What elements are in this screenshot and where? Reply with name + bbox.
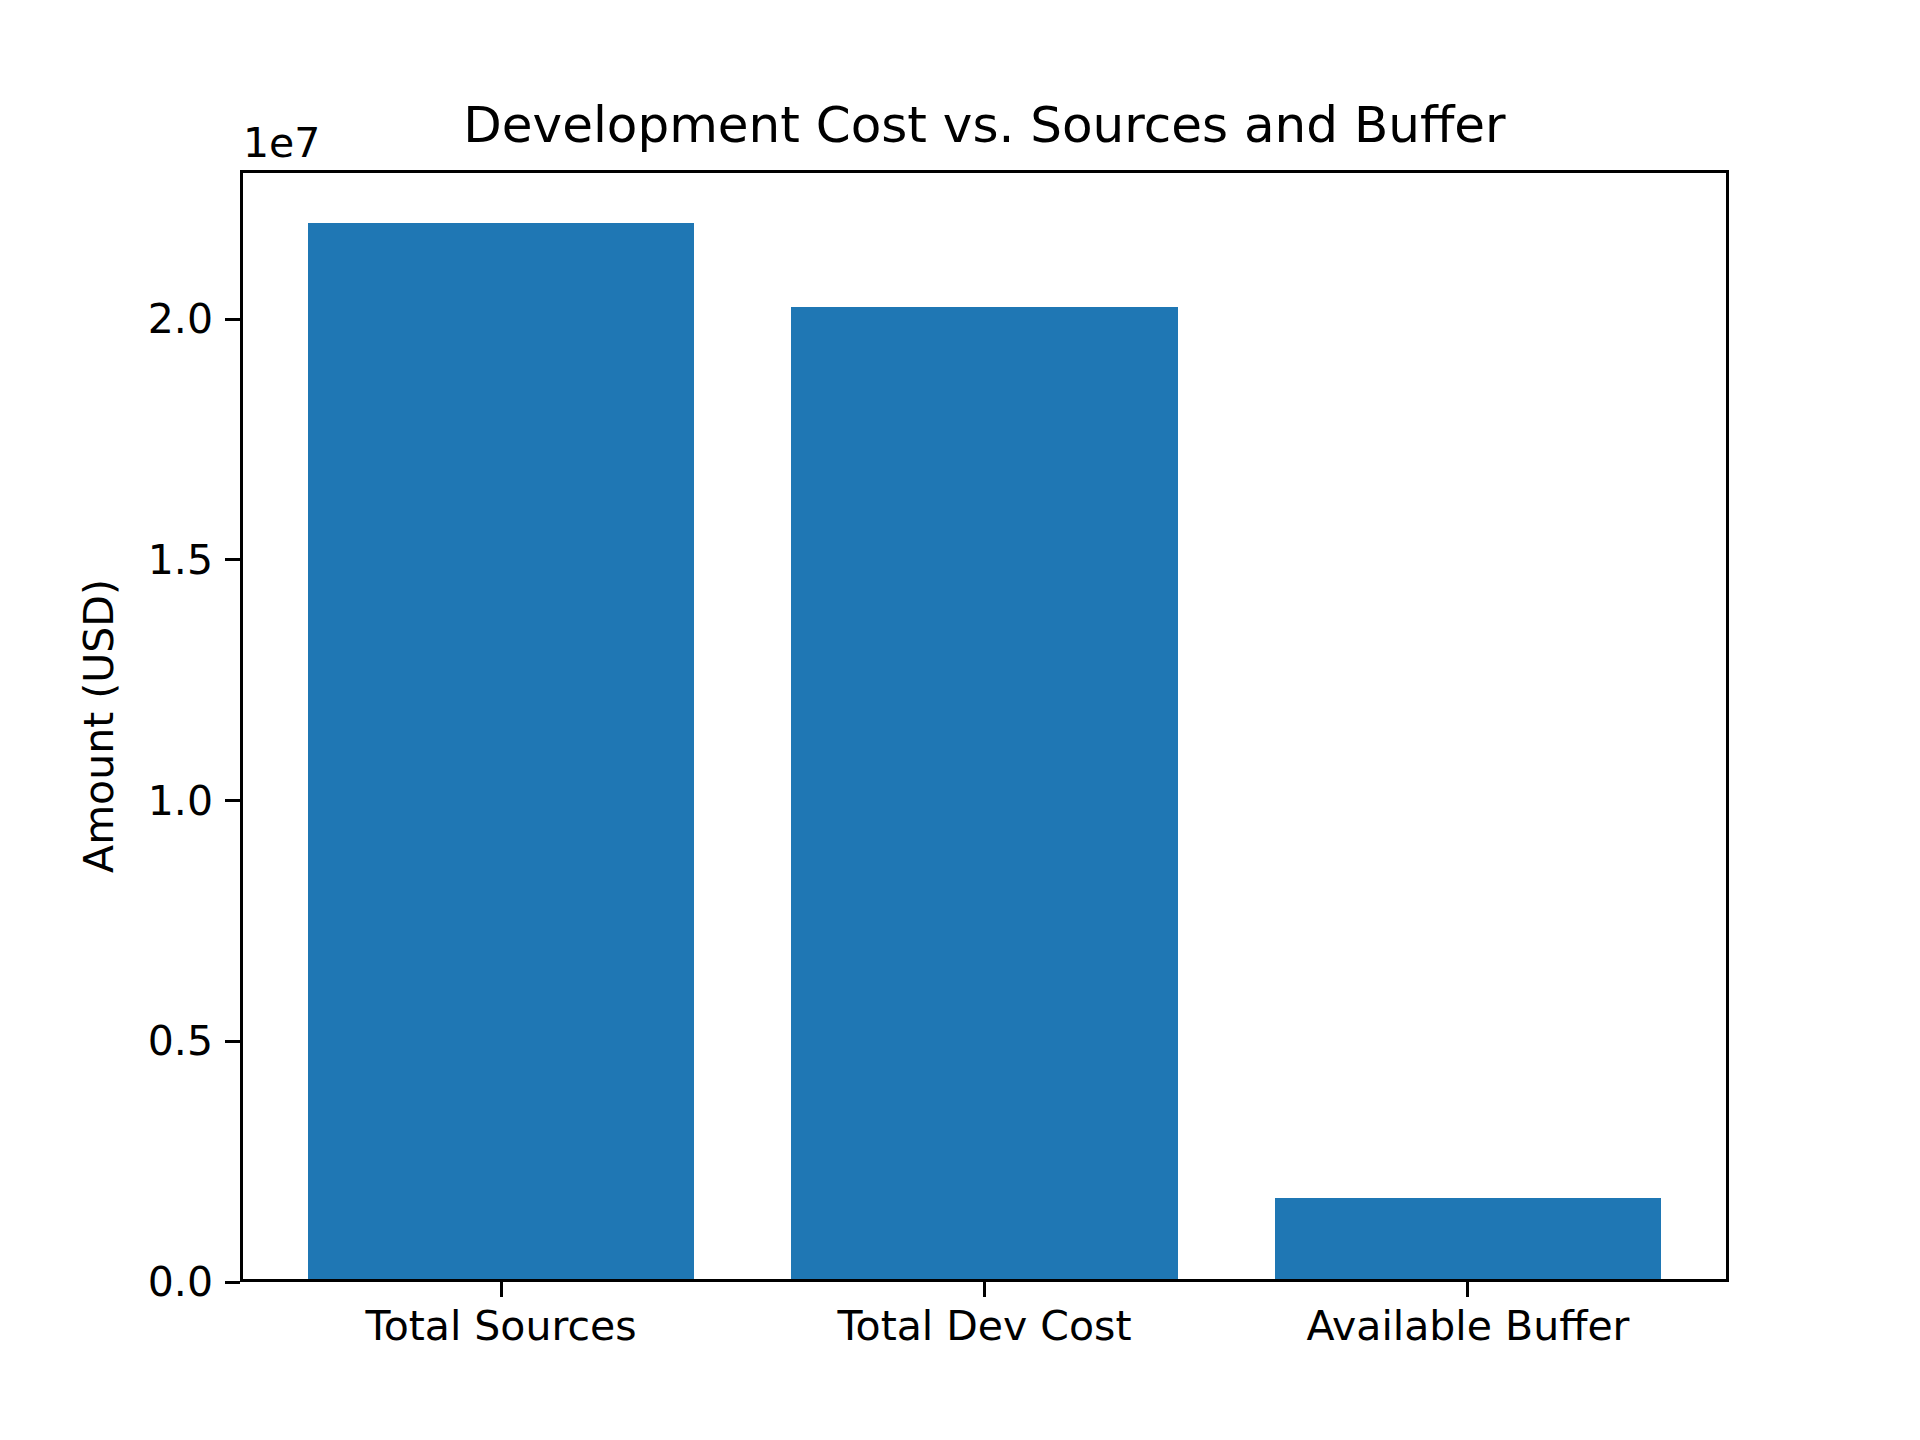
chart-title: Development Cost vs. Sources and Buffer xyxy=(463,96,1505,155)
y-tick-label: 1.5 xyxy=(53,539,213,581)
x-tick-mark xyxy=(983,1282,986,1297)
y-tick-mark xyxy=(225,318,240,321)
figure: Development Cost vs. Sources and Buffer … xyxy=(0,0,1920,1440)
y-tick-mark xyxy=(225,799,240,802)
y-axis-offset-text: 1e7 xyxy=(243,120,320,168)
bar-available-buffer xyxy=(1275,1198,1662,1279)
x-tick-label: Total Sources xyxy=(241,1303,761,1351)
y-tick-mark xyxy=(225,558,240,561)
x-tick-mark xyxy=(1466,1282,1469,1297)
x-tick-label: Total Dev Cost xyxy=(725,1303,1245,1351)
bar-total-dev-cost xyxy=(791,307,1178,1279)
y-tick-label: 1.0 xyxy=(53,780,213,822)
y-tick-label: 0.0 xyxy=(53,1261,213,1303)
y-tick-mark xyxy=(225,1281,240,1284)
y-tick-label: 0.5 xyxy=(53,1020,213,1062)
x-tick-label: Available Buffer xyxy=(1208,1303,1728,1351)
x-tick-mark xyxy=(500,1282,503,1297)
y-tick-label: 2.0 xyxy=(53,298,213,340)
y-axis-label: Amount (USD) xyxy=(76,579,124,873)
bar-total-sources xyxy=(308,223,695,1279)
y-tick-mark xyxy=(225,1040,240,1043)
